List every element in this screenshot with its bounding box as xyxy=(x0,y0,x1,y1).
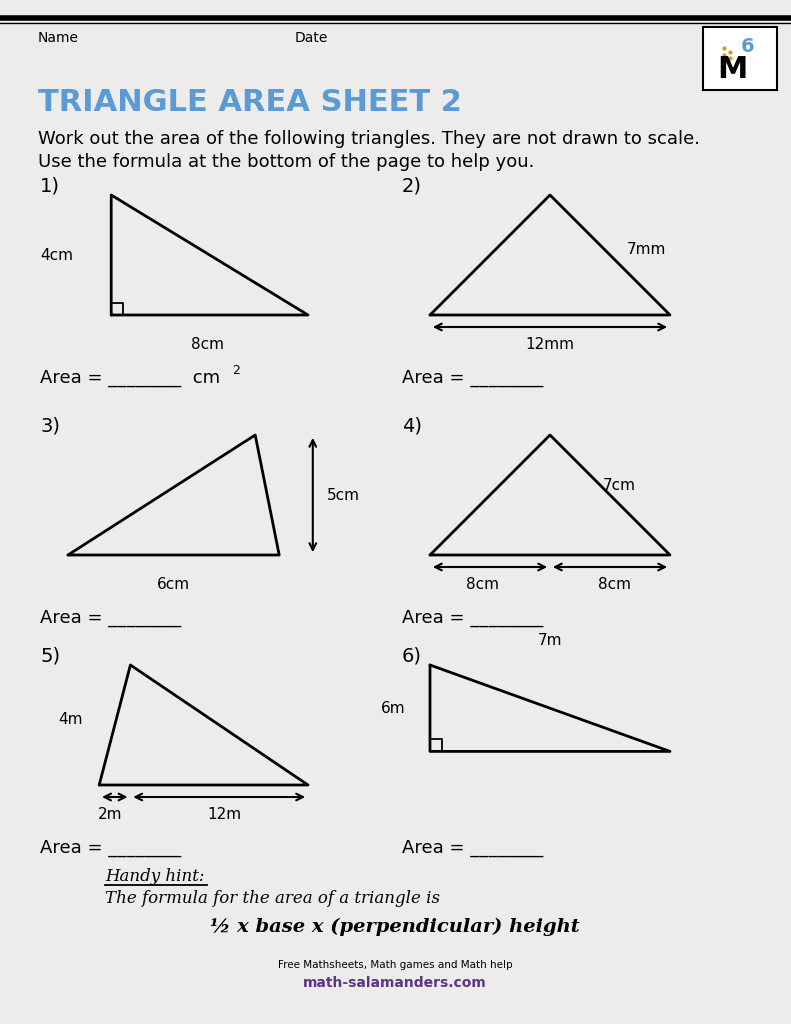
Text: Area = ________: Area = ________ xyxy=(402,839,543,857)
Text: 7cm: 7cm xyxy=(603,478,636,493)
Text: 6m: 6m xyxy=(381,700,406,716)
Text: Area = ________: Area = ________ xyxy=(40,839,181,857)
Text: The formula for the area of a triangle is: The formula for the area of a triangle i… xyxy=(105,890,440,907)
FancyBboxPatch shape xyxy=(703,27,777,90)
Text: 8cm: 8cm xyxy=(598,577,631,592)
Text: 5cm: 5cm xyxy=(327,487,360,503)
Text: M: M xyxy=(717,55,747,85)
Text: 4m: 4m xyxy=(58,712,82,726)
Text: 7m: 7m xyxy=(538,633,562,648)
Text: Area = ________: Area = ________ xyxy=(402,369,543,387)
Text: 2): 2) xyxy=(402,177,422,196)
Text: 6): 6) xyxy=(402,647,422,666)
Text: Date: Date xyxy=(295,31,328,45)
Text: Use the formula at the bottom of the page to help you.: Use the formula at the bottom of the pag… xyxy=(38,153,535,171)
Text: 4cm: 4cm xyxy=(40,248,73,262)
Text: Free Mathsheets, Math games and Math help: Free Mathsheets, Math games and Math hel… xyxy=(278,961,513,970)
Text: Handy hint:: Handy hint: xyxy=(105,868,205,885)
Text: 8cm: 8cm xyxy=(191,337,224,351)
Text: 6: 6 xyxy=(741,37,755,55)
Text: Work out the area of the following triangles. They are not drawn to scale.: Work out the area of the following trian… xyxy=(38,130,700,148)
Text: Area = ________: Area = ________ xyxy=(40,609,181,627)
Text: 12mm: 12mm xyxy=(525,337,574,351)
Text: TRIANGLE AREA SHEET 2: TRIANGLE AREA SHEET 2 xyxy=(38,88,462,117)
Text: 6cm: 6cm xyxy=(157,577,190,592)
Text: 5): 5) xyxy=(40,647,60,666)
Text: 1): 1) xyxy=(40,177,60,196)
Text: 12m: 12m xyxy=(207,807,241,821)
Text: 7mm: 7mm xyxy=(626,242,666,256)
Text: 2m: 2m xyxy=(98,807,123,821)
Text: Area = ________  cm: Area = ________ cm xyxy=(40,369,220,387)
Text: Area = ________: Area = ________ xyxy=(402,609,543,627)
Text: 3): 3) xyxy=(40,417,60,436)
Text: math-salamanders.com: math-salamanders.com xyxy=(303,976,487,990)
Text: 4): 4) xyxy=(402,417,422,436)
Text: 2: 2 xyxy=(232,364,240,377)
Text: 8cm: 8cm xyxy=(467,577,499,592)
Text: Name: Name xyxy=(38,31,79,45)
Text: ½ x base x (perpendicular) height: ½ x base x (perpendicular) height xyxy=(210,918,580,936)
